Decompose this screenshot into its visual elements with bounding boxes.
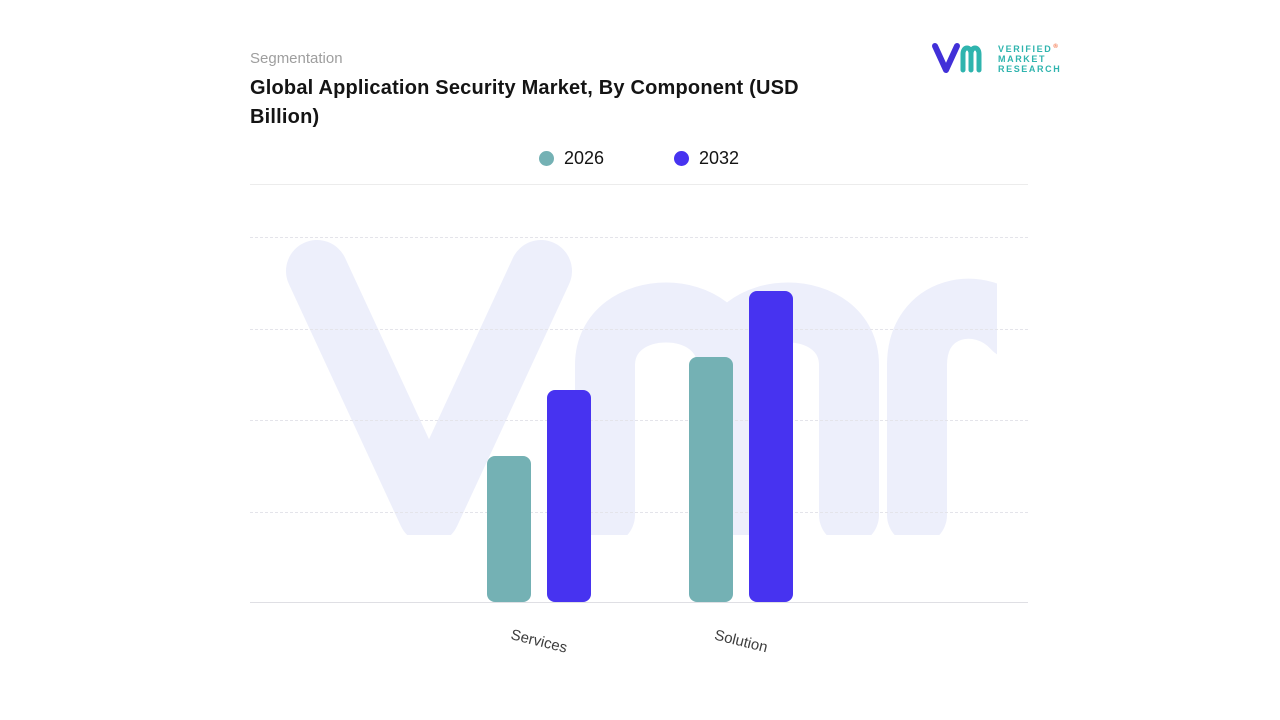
gridline [250,237,1028,238]
segmentation-label: Segmentation [250,50,343,67]
chart-title: Global Application Security Market, By C… [250,77,799,128]
bar-services-2026 [487,456,531,602]
category-label-solution: Solution [712,626,770,657]
bar-solution-2032 [749,291,793,602]
gridline [250,328,1028,330]
vmr-logo: VERIFIED® MARKET RESEARCH [930,40,1061,76]
logo-line-verified: VERIFIED® [998,44,1060,54]
legend-item-2026: 2026 [538,148,604,169]
category-label-services: Services [509,626,569,657]
logo-line-market: MARKET [998,54,1047,64]
vmr-watermark-icon [286,240,997,535]
chart-legend: 2026 2032 [250,148,1028,169]
legend-dot-2032 [674,151,689,166]
logo-line-research: RESEARCH [998,64,1062,74]
vmr-logo-mark-icon [932,43,982,73]
legend-item-2032: 2032 [674,148,739,169]
x-axis-baseline [250,602,1028,603]
plot-area: Services Solution [250,237,1028,657]
header-divider [250,184,1028,185]
legend-label-2032: 2032 [699,148,740,168]
vmr-logo-text: VERIFIED® MARKET RESEARCH [998,42,1061,74]
bar-services-2032 [547,390,591,602]
bar-solution-2026 [689,357,733,602]
gridline [250,511,1028,513]
legend-label-2026: 2026 [563,148,604,168]
registered-mark: ® [1053,44,1060,50]
legend-dot-2026 [538,151,554,166]
gridline [250,420,1028,421]
